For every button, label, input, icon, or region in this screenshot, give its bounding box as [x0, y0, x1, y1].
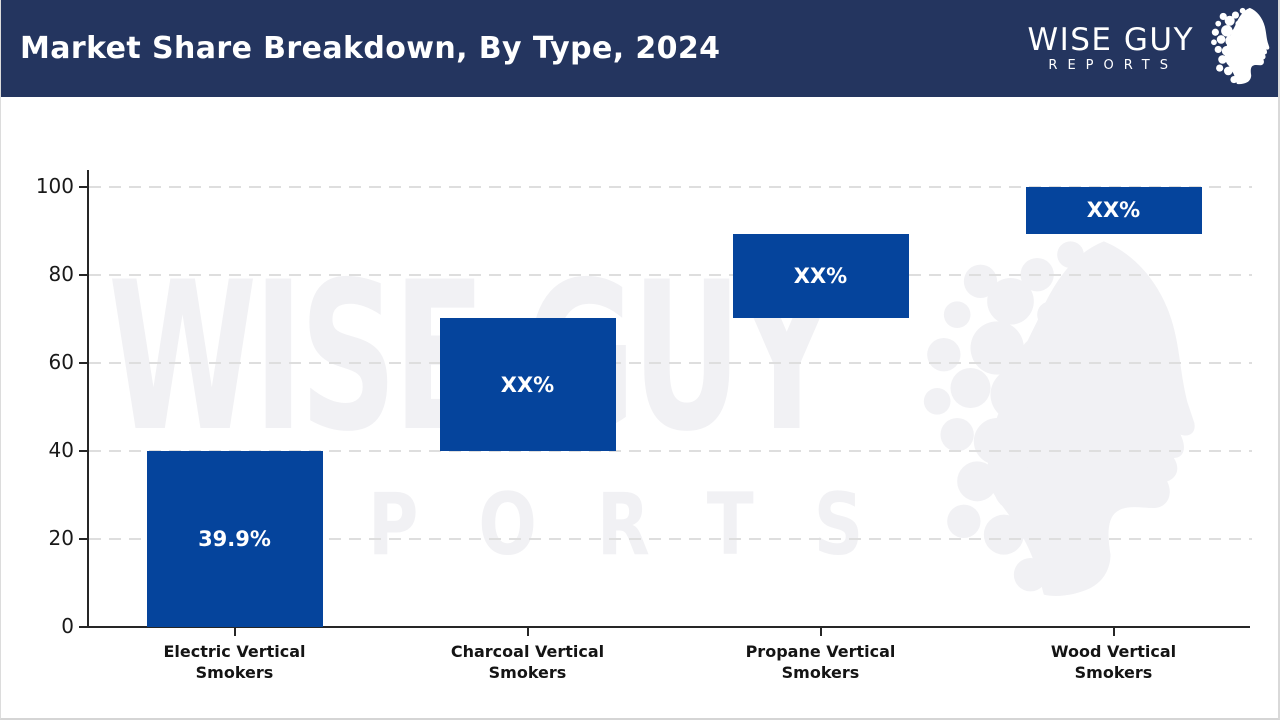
bar-value-label: XX%	[1086, 198, 1141, 223]
y-tick	[79, 450, 87, 452]
x-tick	[526, 628, 529, 636]
y-tick	[79, 274, 87, 276]
y-tick	[79, 186, 87, 188]
y-tick	[79, 626, 87, 628]
bar-value-label: XX%	[793, 263, 848, 288]
x-tick	[233, 628, 236, 636]
x-axis	[87, 626, 1250, 628]
chart-title: Market Share Breakdown, By Type, 2024	[20, 31, 721, 66]
logo-brand-name: WISE GUY	[1027, 22, 1194, 58]
wiseguy-logo-text: WISE GUY REPORTS	[1027, 23, 1194, 73]
y-axis	[87, 170, 89, 627]
bar-charcoal-vertical-smokers	[439, 317, 616, 452]
x-category-label: Charcoal Vertical Smokers	[450, 642, 605, 682]
gridline	[89, 362, 1252, 364]
y-tick-label: 100	[35, 174, 74, 198]
gridline	[89, 186, 1252, 188]
x-tick	[819, 628, 822, 636]
bar-wood-vertical-smokers	[1025, 187, 1202, 234]
x-category-label: Wood Vertical Smokers	[1050, 642, 1177, 682]
x-category-label: Propane Vertical Smokers	[745, 642, 896, 682]
gridline	[89, 450, 1252, 452]
y-tick	[79, 538, 87, 540]
y-tick-label: 0	[61, 614, 74, 638]
gridline	[89, 274, 1252, 276]
x-category-label: Electric Vertical Smokers	[163, 642, 306, 682]
logo-brand-subtitle: REPORTS	[1048, 58, 1179, 73]
gridline	[89, 538, 1252, 540]
bar-value-label: XX%	[500, 372, 555, 397]
header: Market Share Breakdown, By Type, 2024 WI…	[0, 0, 1280, 97]
y-tick-label: 40	[48, 438, 74, 462]
bar-electric-vertical-smokers	[146, 451, 323, 627]
wiseguy-logo: WISE GUY REPORTS	[1027, 5, 1270, 91]
y-tick-label: 60	[48, 350, 74, 374]
bar-value-label: 39.9%	[198, 527, 271, 552]
wiseguy-head-logo-icon	[1211, 7, 1270, 85]
y-tick	[79, 362, 87, 364]
wiseguy-head-watermark-icon	[923, 241, 1195, 596]
y-tick-label: 80	[48, 262, 74, 286]
y-tick-label: 20	[48, 526, 74, 550]
bar-propane-vertical-smokers	[732, 233, 909, 318]
x-tick	[1112, 628, 1115, 636]
